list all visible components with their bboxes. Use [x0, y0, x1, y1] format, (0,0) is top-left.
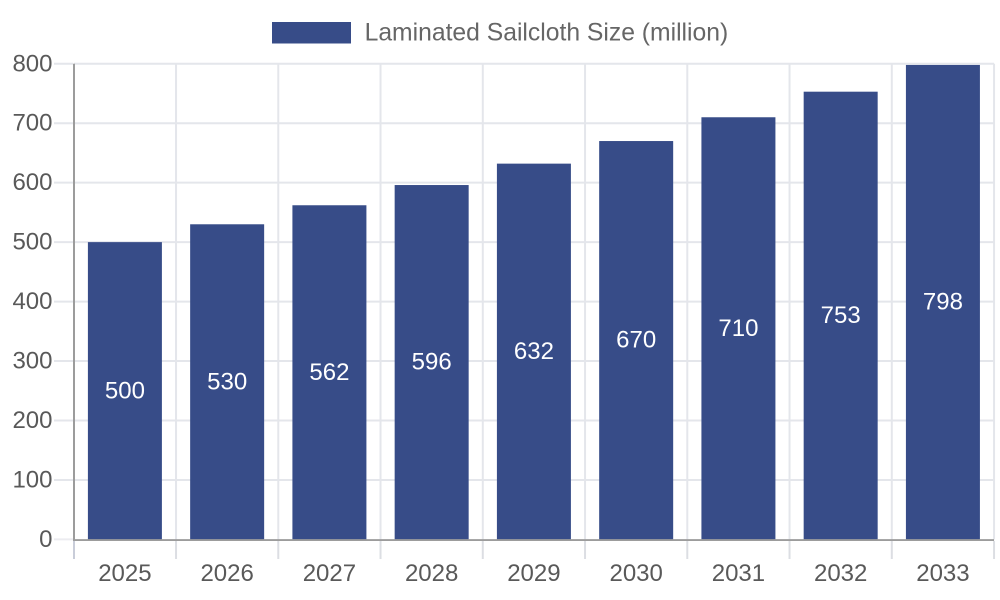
svg-text:670: 670 — [616, 327, 656, 354]
svg-text:300: 300 — [12, 348, 52, 375]
svg-text:2031: 2031 — [712, 560, 765, 587]
svg-text:562: 562 — [309, 359, 349, 386]
svg-text:2025: 2025 — [98, 560, 151, 587]
svg-text:500: 500 — [12, 229, 52, 256]
svg-text:200: 200 — [12, 407, 52, 434]
svg-text:Laminated Sailcloth Size (mill: Laminated Sailcloth Size (million) — [365, 19, 729, 46]
svg-text:2033: 2033 — [916, 560, 969, 587]
svg-text:400: 400 — [12, 288, 52, 315]
svg-text:2030: 2030 — [609, 560, 662, 587]
svg-text:700: 700 — [12, 110, 52, 137]
svg-text:800: 800 — [12, 50, 52, 77]
svg-text:632: 632 — [514, 338, 554, 365]
svg-text:2026: 2026 — [200, 560, 253, 587]
svg-text:2028: 2028 — [405, 560, 458, 587]
svg-text:2029: 2029 — [507, 560, 560, 587]
svg-text:530: 530 — [207, 368, 247, 395]
svg-text:2032: 2032 — [814, 560, 867, 587]
svg-text:753: 753 — [821, 302, 861, 329]
svg-text:596: 596 — [412, 349, 452, 376]
svg-text:600: 600 — [12, 169, 52, 196]
svg-text:798: 798 — [923, 289, 963, 316]
svg-text:710: 710 — [718, 315, 758, 342]
svg-text:0: 0 — [39, 526, 52, 553]
svg-text:2027: 2027 — [303, 560, 356, 587]
svg-text:100: 100 — [12, 466, 52, 493]
svg-text:500: 500 — [105, 377, 145, 404]
